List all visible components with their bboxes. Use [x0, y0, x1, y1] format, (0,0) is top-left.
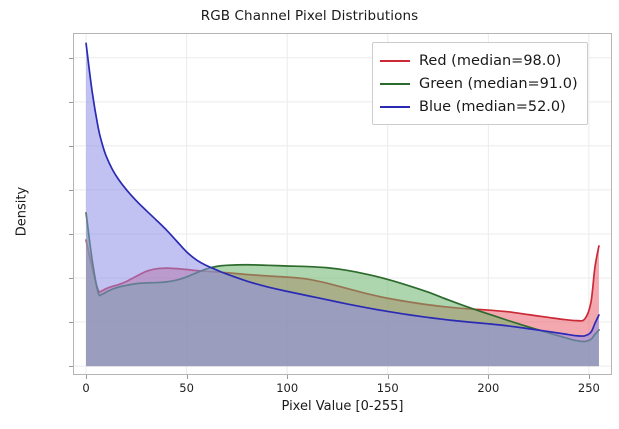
legend-label: Blue (median=52.0) [419, 98, 566, 115]
chart-legend: Red (median=98.0) Green (median=91.0) Blue… [372, 42, 588, 125]
legend-swatch-green [380, 82, 410, 85]
x-axis-label: Pixel Value [0-255] [281, 399, 404, 414]
x-tick-label: 0 [82, 381, 90, 395]
x-tick-label: 250 [577, 381, 600, 395]
x-tick-mark [387, 375, 389, 379]
x-tick-mark [186, 375, 188, 379]
x-tick-label: 150 [376, 381, 399, 395]
y-tick-mark [69, 57, 73, 59]
legend-swatch-red [380, 59, 410, 62]
y-tick-mark [69, 277, 73, 279]
legend-item-green[interactable]: Green (median=91.0) [380, 72, 578, 95]
x-tick-label: 200 [477, 381, 500, 395]
y-tick-mark [69, 145, 73, 147]
y-tick-mark [69, 322, 73, 324]
legend-item-red[interactable]: Red (median=98.0) [380, 49, 578, 72]
x-tick-mark [287, 375, 289, 379]
y-tick-mark [69, 366, 73, 368]
legend-label: Green (median=91.0) [419, 75, 578, 92]
x-tick-mark [488, 375, 490, 379]
y-tick-mark [69, 189, 73, 191]
y-axis-label: Density [14, 186, 30, 237]
x-tick-label: 100 [276, 381, 299, 395]
legend-label: Red (median=98.0) [419, 52, 562, 69]
chart-title: RGB Channel Pixel Distributions [200, 8, 419, 24]
x-tick-label: 50 [179, 381, 194, 395]
y-tick-mark [69, 101, 73, 103]
x-tick-mark [588, 375, 590, 379]
series-blue [85, 42, 600, 367]
y-tick-mark [69, 233, 73, 235]
x-tick-mark [86, 375, 88, 379]
legend-item-blue[interactable]: Blue (median=52.0) [380, 95, 578, 118]
legend-swatch-blue [380, 105, 410, 108]
